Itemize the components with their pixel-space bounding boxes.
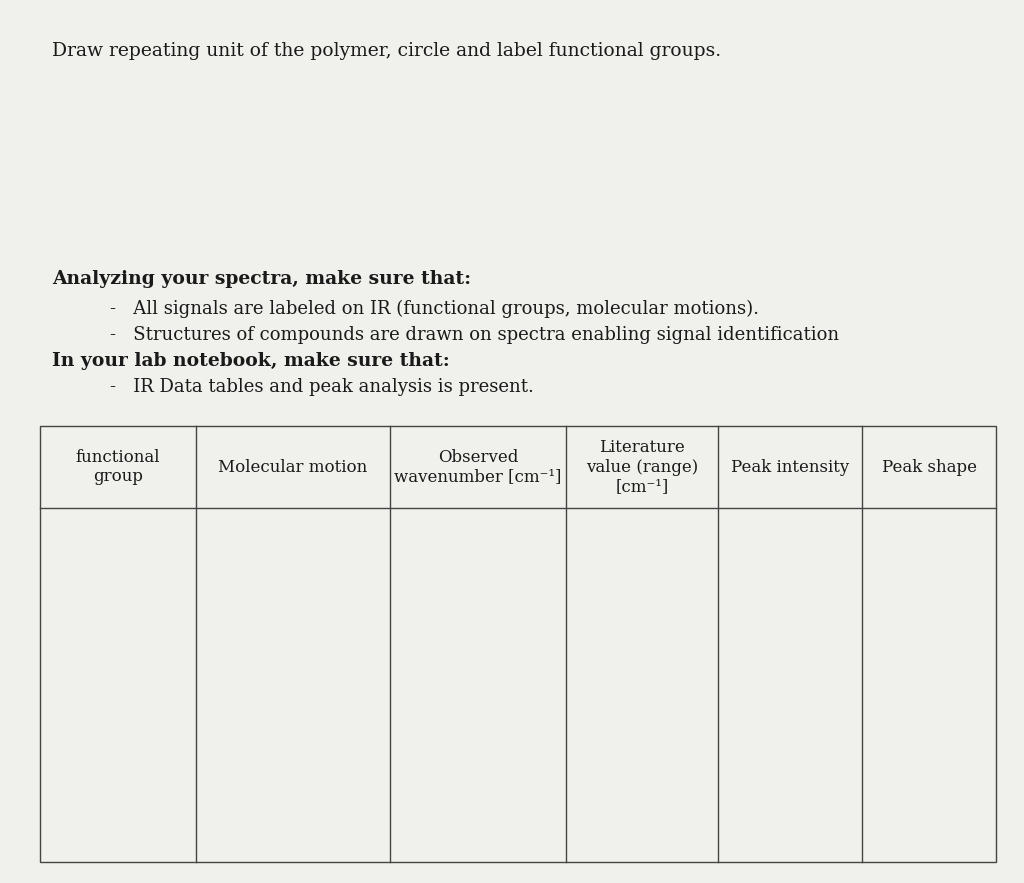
Text: Analyzing your spectra, make sure that:: Analyzing your spectra, make sure that: (52, 270, 471, 288)
Bar (40, 426, 996, 862)
Text: -   Structures of compounds are drawn on spectra enabling signal identification: - Structures of compounds are drawn on s… (110, 326, 839, 344)
Text: Molecular motion: Molecular motion (218, 458, 368, 476)
Text: Literature
value (range)
[cm⁻¹]: Literature value (range) [cm⁻¹] (586, 439, 698, 495)
Text: Draw repeating unit of the polymer, circle and label functional groups.: Draw repeating unit of the polymer, circ… (52, 42, 721, 60)
Text: Peak intensity: Peak intensity (731, 458, 849, 476)
Text: -   All signals are labeled on IR (functional groups, molecular motions).: - All signals are labeled on IR (functio… (110, 300, 759, 318)
Text: Peak shape: Peak shape (882, 458, 977, 476)
Text: In your lab notebook, make sure that:: In your lab notebook, make sure that: (52, 352, 450, 370)
Text: -   IR Data tables and peak analysis is present.: - IR Data tables and peak analysis is pr… (110, 378, 534, 396)
Text: functional
group: functional group (76, 449, 160, 486)
Text: Observed
wavenumber [cm⁻¹]: Observed wavenumber [cm⁻¹] (394, 449, 562, 486)
